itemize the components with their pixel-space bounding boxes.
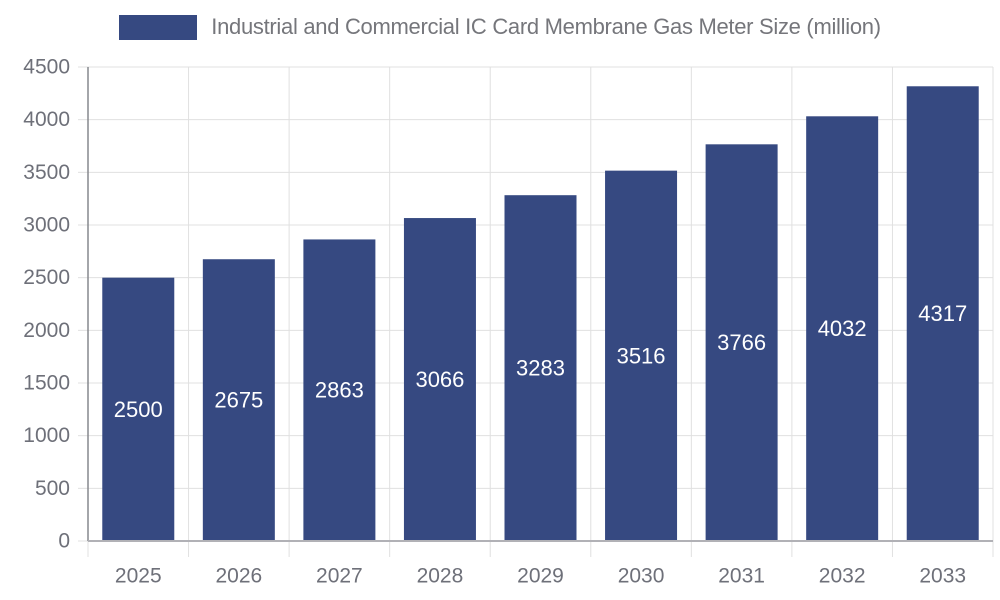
bar[interactable] xyxy=(303,239,376,541)
bar[interactable] xyxy=(403,218,476,541)
legend-swatch xyxy=(119,14,198,40)
y-tick-label: 0 xyxy=(58,530,70,553)
y-tick-label: 500 xyxy=(35,477,70,500)
y-tick-label: 1500 xyxy=(23,372,70,395)
x-tick-label: 2027 xyxy=(316,565,363,588)
x-tick-label: 2029 xyxy=(517,565,564,588)
y-tick-label: 3500 xyxy=(23,161,70,184)
bar[interactable] xyxy=(202,259,275,541)
y-tick-label: 2000 xyxy=(23,319,70,342)
bar[interactable] xyxy=(806,116,879,542)
x-tick-label: 2026 xyxy=(215,565,262,588)
x-tick-label: 2032 xyxy=(819,565,866,588)
bar[interactable] xyxy=(906,86,979,541)
bar[interactable] xyxy=(605,170,678,541)
bar[interactable] xyxy=(705,144,778,541)
y-tick-label: 1000 xyxy=(23,424,70,447)
bar-value-label: 3766 xyxy=(717,330,766,355)
bar-value-label: 4032 xyxy=(818,316,867,341)
x-tick-label: 2028 xyxy=(417,565,464,588)
bar-value-label: 2500 xyxy=(114,397,163,422)
y-tick-label: 3000 xyxy=(23,214,70,237)
bar-value-label: 2675 xyxy=(214,388,263,413)
bar-value-label: 4317 xyxy=(918,301,967,326)
x-tick-label: 2030 xyxy=(618,565,665,588)
bar[interactable] xyxy=(102,277,175,541)
bar-value-label: 3283 xyxy=(516,356,565,381)
x-tick-label: 2025 xyxy=(115,565,162,588)
bar[interactable] xyxy=(504,195,577,541)
bar-value-label: 3516 xyxy=(617,343,666,368)
y-tick-label: 4500 xyxy=(23,56,70,79)
y-tick-label: 4000 xyxy=(23,108,70,131)
legend-item[interactable]: Industrial and Commercial IC Card Membra… xyxy=(0,14,1000,40)
bar-value-label: 2863 xyxy=(315,378,364,403)
y-tick-label: 2500 xyxy=(23,266,70,289)
x-tick-label: 2031 xyxy=(718,565,765,588)
x-tick-label: 2033 xyxy=(919,565,966,588)
bar-value-label: 3066 xyxy=(415,367,464,392)
legend-label: Industrial and Commercial IC Card Membra… xyxy=(211,14,881,39)
